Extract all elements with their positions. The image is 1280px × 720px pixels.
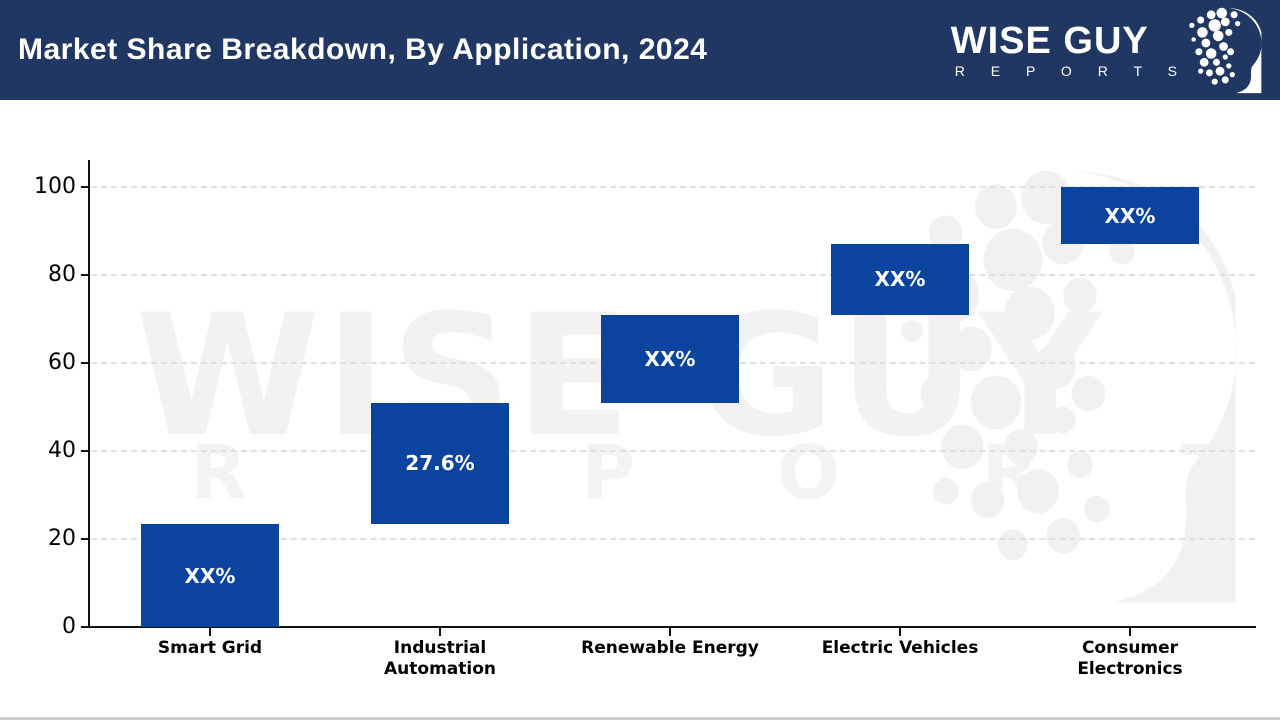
- y-tick-label: 60: [48, 350, 76, 375]
- x-tick: [899, 628, 901, 636]
- y-tick-100: [81, 186, 89, 188]
- y-tick-label: 40: [48, 438, 76, 463]
- x-axis-line: [88, 626, 1256, 628]
- logo-face-icon: [1189, 7, 1262, 94]
- bar-value-label: XX%: [874, 267, 926, 292]
- y-tick-20: [81, 538, 89, 540]
- bar-value-label: XX%: [1104, 203, 1156, 228]
- y-tick-label: 80: [48, 262, 76, 287]
- y-tick-80: [81, 274, 89, 276]
- bar-electric-vehicles: XX%: [831, 244, 969, 315]
- logo-wordmark: WISE GUY R E P O R T S: [951, 22, 1188, 79]
- y-tick-label: 20: [48, 526, 76, 551]
- bar-value-label: XX%: [644, 346, 696, 371]
- y-tick-label: 100: [34, 174, 76, 199]
- bottom-border: [0, 717, 1280, 720]
- y-axis-line: [88, 160, 90, 628]
- x-tick: [209, 628, 211, 636]
- gridline-20: [91, 538, 1255, 540]
- category-label: Renewable Energy: [581, 638, 759, 658]
- bar-consumer-electronics: XX%: [1061, 187, 1199, 245]
- bar-value-label: 27.6%: [405, 451, 475, 476]
- y-tick-60: [81, 362, 89, 364]
- gridline-100: [91, 186, 1255, 188]
- x-tick: [439, 628, 441, 636]
- bar-value-label: XX%: [184, 563, 236, 588]
- logo-wordmark-main: WISE GUY: [950, 19, 1149, 62]
- wise-guy-logo: WISE GUY R E P O R T S: [951, 6, 1266, 94]
- logo-wordmark-sub: R E P O R T S: [954, 62, 1188, 79]
- category-label: Industrial Automation: [384, 638, 496, 680]
- category-label: Smart Grid: [157, 638, 263, 658]
- category-label: Consumer Electronics: [1077, 638, 1183, 680]
- x-tick: [1129, 628, 1131, 636]
- category-label: Electric Vehicles: [821, 638, 979, 658]
- gridline-40: [91, 450, 1255, 452]
- header: Market Share Breakdown, By Application, …: [0, 0, 1280, 100]
- y-tick-0: [81, 626, 89, 628]
- waterfall-chart: WISE GUY R E P O R T S 020406080100XX%Sm…: [0, 100, 1280, 718]
- y-tick-40: [81, 450, 89, 452]
- bar-renewable-energy: XX%: [601, 314, 739, 403]
- gridline-80: [91, 274, 1255, 276]
- y-tick-label: 0: [62, 614, 76, 639]
- bar-smart-grid: XX%: [141, 524, 279, 627]
- bar-industrial-automation: 27.6%: [371, 402, 509, 525]
- x-tick: [669, 628, 671, 636]
- page-title: Market Share Breakdown, By Application, …: [18, 33, 708, 66]
